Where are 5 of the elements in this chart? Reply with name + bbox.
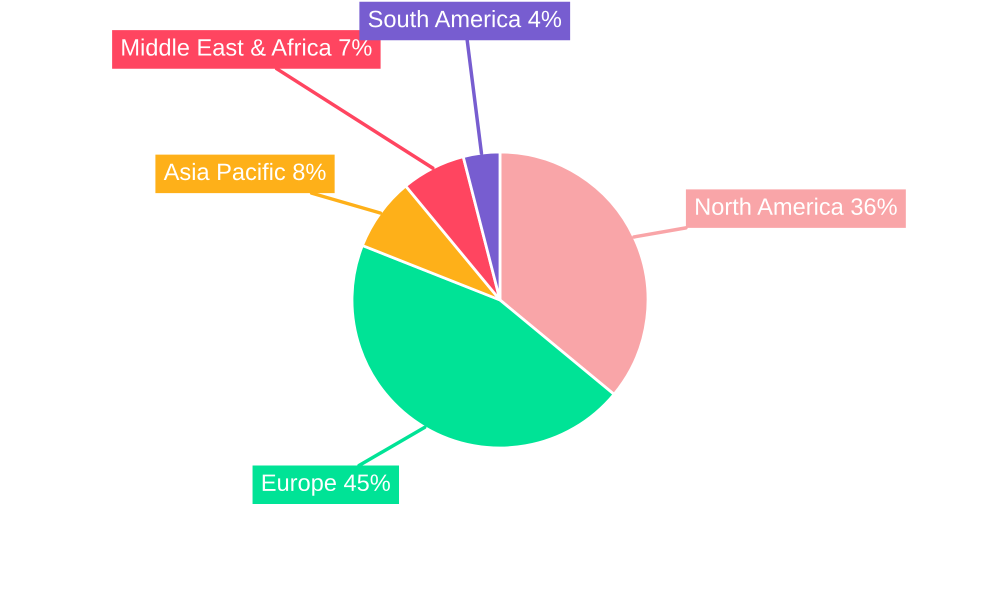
slice-label: North America 36%: [696, 198, 897, 215]
slice-label: Middle East & Africa 7%: [122, 38, 372, 56]
slice-label: Asia Pacific 8%: [164, 162, 326, 180]
slice-label: Europe 45%: [262, 474, 390, 496]
slice-label: South America 4%: [368, 10, 562, 28]
